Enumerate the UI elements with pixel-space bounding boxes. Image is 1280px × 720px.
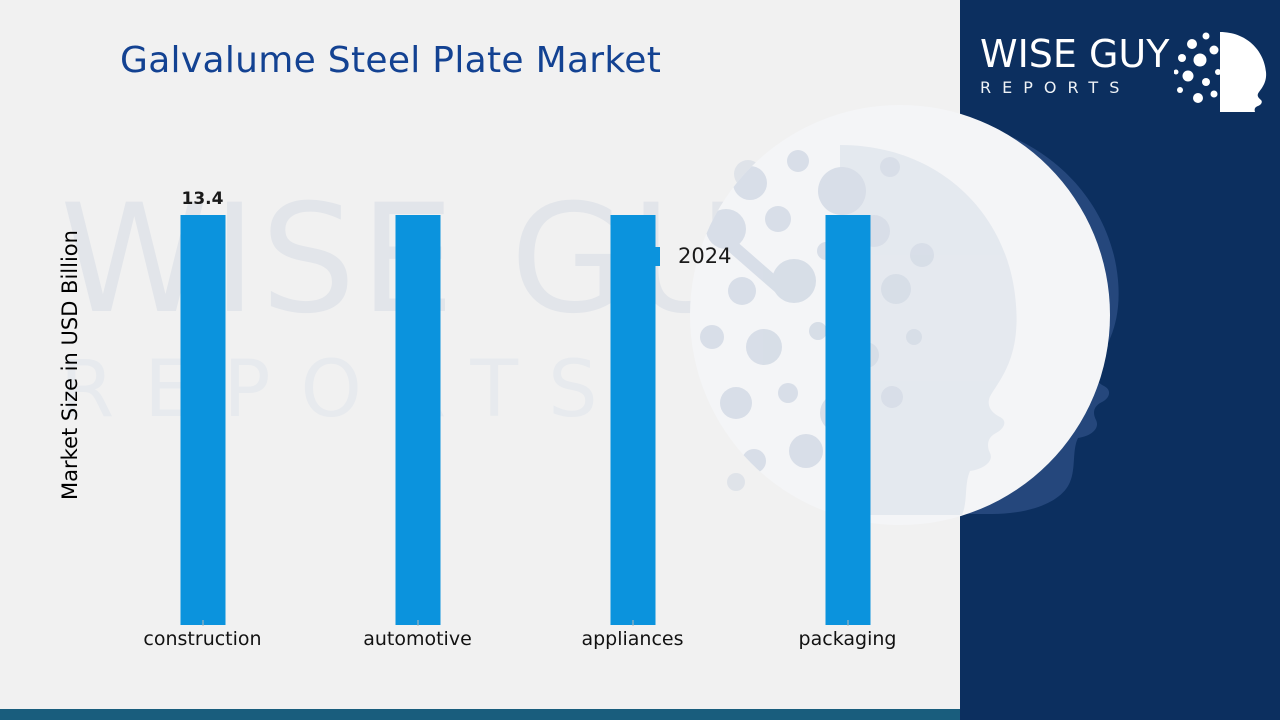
category-label-packaging: packaging <box>798 628 897 650</box>
bar-value-label: 13.4 <box>181 188 224 209</box>
bars-container: 13.4 <box>95 120 955 625</box>
chart-title: Galvalume Steel Plate Market <box>120 40 662 81</box>
plot-area: 13.4 <box>95 120 955 625</box>
bar-slot <box>310 120 525 625</box>
category-slot: automotive <box>310 620 525 700</box>
x-axis-categories: construction automotive appliances packagin… <box>95 620 955 700</box>
logo-secondary-text: REPORTS <box>980 78 1131 97</box>
y-axis-label-text: Market Size in USD Billion <box>58 230 83 500</box>
bottom-accent-strip <box>0 709 960 720</box>
logo-head-icon <box>1174 32 1267 112</box>
category-slot: construction <box>95 620 310 700</box>
category-slot: appliances <box>525 620 740 700</box>
category-label-construction: construction <box>143 628 262 650</box>
category-slot: packaging <box>740 620 955 700</box>
category-label-automotive: automotive <box>363 628 472 650</box>
axis-tick <box>847 620 848 626</box>
wiseguy-logo: WISE GUY REPORTS <box>980 32 1270 116</box>
bar-automotive[interactable] <box>395 214 440 625</box>
bar-appliances[interactable] <box>610 214 655 625</box>
y-axis-label: Market Size in USD Billion <box>50 190 90 540</box>
bar-packaging[interactable] <box>825 214 870 625</box>
logo-primary-text: WISE GUY <box>980 32 1170 76</box>
axis-tick <box>202 620 203 626</box>
bar-slot <box>740 120 955 625</box>
bar-slot: 13.4 <box>95 120 310 625</box>
bar-slot <box>525 120 740 625</box>
category-label-appliances: appliances <box>581 628 684 650</box>
bar-construction[interactable] <box>180 214 225 625</box>
axis-tick <box>417 620 418 626</box>
legend-label-2024: 2024 <box>678 244 732 268</box>
axis-tick <box>632 620 633 626</box>
